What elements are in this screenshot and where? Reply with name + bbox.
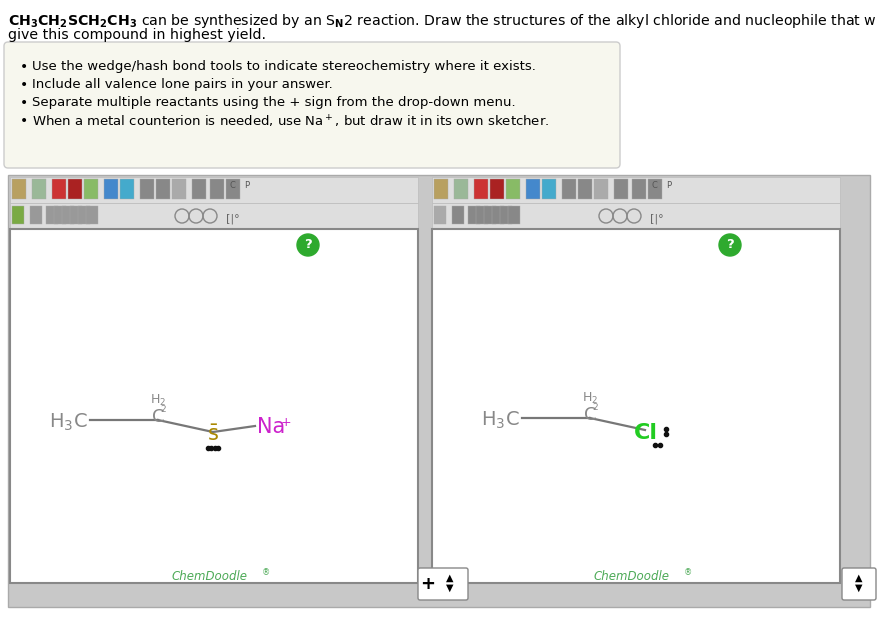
Bar: [474, 179, 488, 199]
Bar: [32, 179, 46, 199]
Text: $\mathsf{C}$: $\mathsf{C}$: [582, 406, 596, 424]
Bar: [489, 179, 503, 199]
Text: +: +: [420, 575, 435, 593]
Bar: [225, 179, 239, 199]
Bar: [452, 206, 463, 224]
Text: ChemDoodle: ChemDoodle: [594, 570, 669, 583]
Bar: [431, 203, 839, 229]
FancyBboxPatch shape: [4, 42, 619, 168]
Bar: [54, 206, 66, 224]
Bar: [156, 179, 170, 199]
Text: When a metal counterion is needed, use Na$^+$, but draw it in its own sketcher.: When a metal counterion is needed, use N…: [32, 114, 549, 130]
Text: give this compound in highest yield.: give this compound in highest yield.: [8, 28, 266, 42]
Bar: [525, 179, 539, 199]
Bar: [12, 206, 24, 224]
Text: $\mathsf{H_2}$: $\mathsf{H_2}$: [150, 392, 166, 407]
Bar: [431, 229, 839, 583]
Text: •: •: [20, 96, 28, 110]
Bar: [505, 179, 519, 199]
Bar: [467, 206, 480, 224]
Text: ®: ®: [683, 569, 691, 577]
Text: Cl: Cl: [633, 423, 657, 443]
Bar: [52, 179, 66, 199]
Bar: [433, 206, 446, 224]
Bar: [431, 177, 839, 203]
Text: $\mathbf{CH_3CH_2SCH_2CH_3}$ can be synthesized by an S$_\mathbf{N}$2 reaction. : $\mathbf{CH_3CH_2SCH_2CH_3}$ can be synt…: [8, 12, 877, 30]
Bar: [8, 175, 869, 607]
Bar: [103, 179, 118, 199]
Bar: [10, 203, 417, 229]
Text: $\mathsf{H_2}$: $\mathsf{H_2}$: [581, 391, 597, 405]
Text: ▼: ▼: [446, 583, 453, 593]
Text: Na: Na: [257, 417, 285, 437]
Bar: [433, 179, 447, 199]
Text: $\mathsf{H_3C}$: $\mathsf{H_3C}$: [49, 412, 88, 433]
Text: ▲: ▲: [446, 573, 453, 583]
Circle shape: [296, 234, 318, 256]
Text: •: •: [20, 60, 28, 74]
Text: 2: 2: [591, 402, 597, 412]
Text: •: •: [20, 78, 28, 92]
Text: Include all valence lone pairs in your answer.: Include all valence lone pairs in your a…: [32, 78, 332, 91]
Text: [|°: [|°: [649, 213, 663, 224]
Text: •: •: [20, 114, 28, 128]
Bar: [475, 206, 488, 224]
Bar: [78, 206, 90, 224]
Bar: [120, 179, 134, 199]
Bar: [483, 206, 496, 224]
Text: P: P: [666, 180, 670, 190]
Bar: [10, 177, 417, 203]
Bar: [577, 179, 591, 199]
Bar: [30, 206, 42, 224]
Bar: [192, 179, 206, 199]
Text: ®: ®: [261, 569, 270, 577]
Text: 2: 2: [160, 405, 166, 413]
Bar: [172, 179, 186, 199]
Bar: [62, 206, 74, 224]
Text: +: +: [281, 415, 291, 428]
Bar: [210, 179, 224, 199]
Text: ChemDoodle: ChemDoodle: [172, 570, 247, 583]
Bar: [84, 179, 98, 199]
Text: $\mathsf{C}$: $\mathsf{C}$: [151, 408, 165, 426]
Text: $\mathsf{H_3C}$: $\mathsf{H_3C}$: [481, 409, 519, 431]
Bar: [10, 229, 417, 583]
Bar: [68, 179, 82, 199]
Bar: [613, 179, 627, 199]
Text: Separate multiple reactants using the + sign from the drop-down menu.: Separate multiple reactants using the + …: [32, 96, 515, 109]
Text: C: C: [652, 180, 657, 190]
Text: ?: ?: [303, 239, 311, 252]
FancyBboxPatch shape: [841, 568, 875, 600]
Bar: [46, 206, 58, 224]
Bar: [631, 179, 645, 199]
Circle shape: [718, 234, 740, 256]
Text: $\mathsf{\bar{s}}$: $\mathsf{\bar{s}}$: [207, 425, 218, 445]
Bar: [453, 179, 467, 199]
Bar: [647, 179, 661, 199]
Bar: [491, 206, 503, 224]
FancyBboxPatch shape: [417, 568, 467, 600]
Text: ▲: ▲: [854, 573, 862, 583]
Text: C: C: [230, 180, 236, 190]
Text: P: P: [244, 180, 249, 190]
Bar: [561, 179, 575, 199]
Bar: [86, 206, 98, 224]
Bar: [70, 206, 82, 224]
Text: ?: ?: [725, 239, 733, 252]
Bar: [139, 179, 153, 199]
Text: Use the wedge/hash bond tools to indicate stereochemistry where it exists.: Use the wedge/hash bond tools to indicat…: [32, 60, 535, 73]
Bar: [594, 179, 607, 199]
Bar: [499, 206, 511, 224]
Bar: [541, 179, 555, 199]
Bar: [508, 206, 519, 224]
Bar: [12, 179, 26, 199]
Text: [|°: [|°: [225, 213, 239, 224]
Text: ▼: ▼: [854, 583, 862, 593]
